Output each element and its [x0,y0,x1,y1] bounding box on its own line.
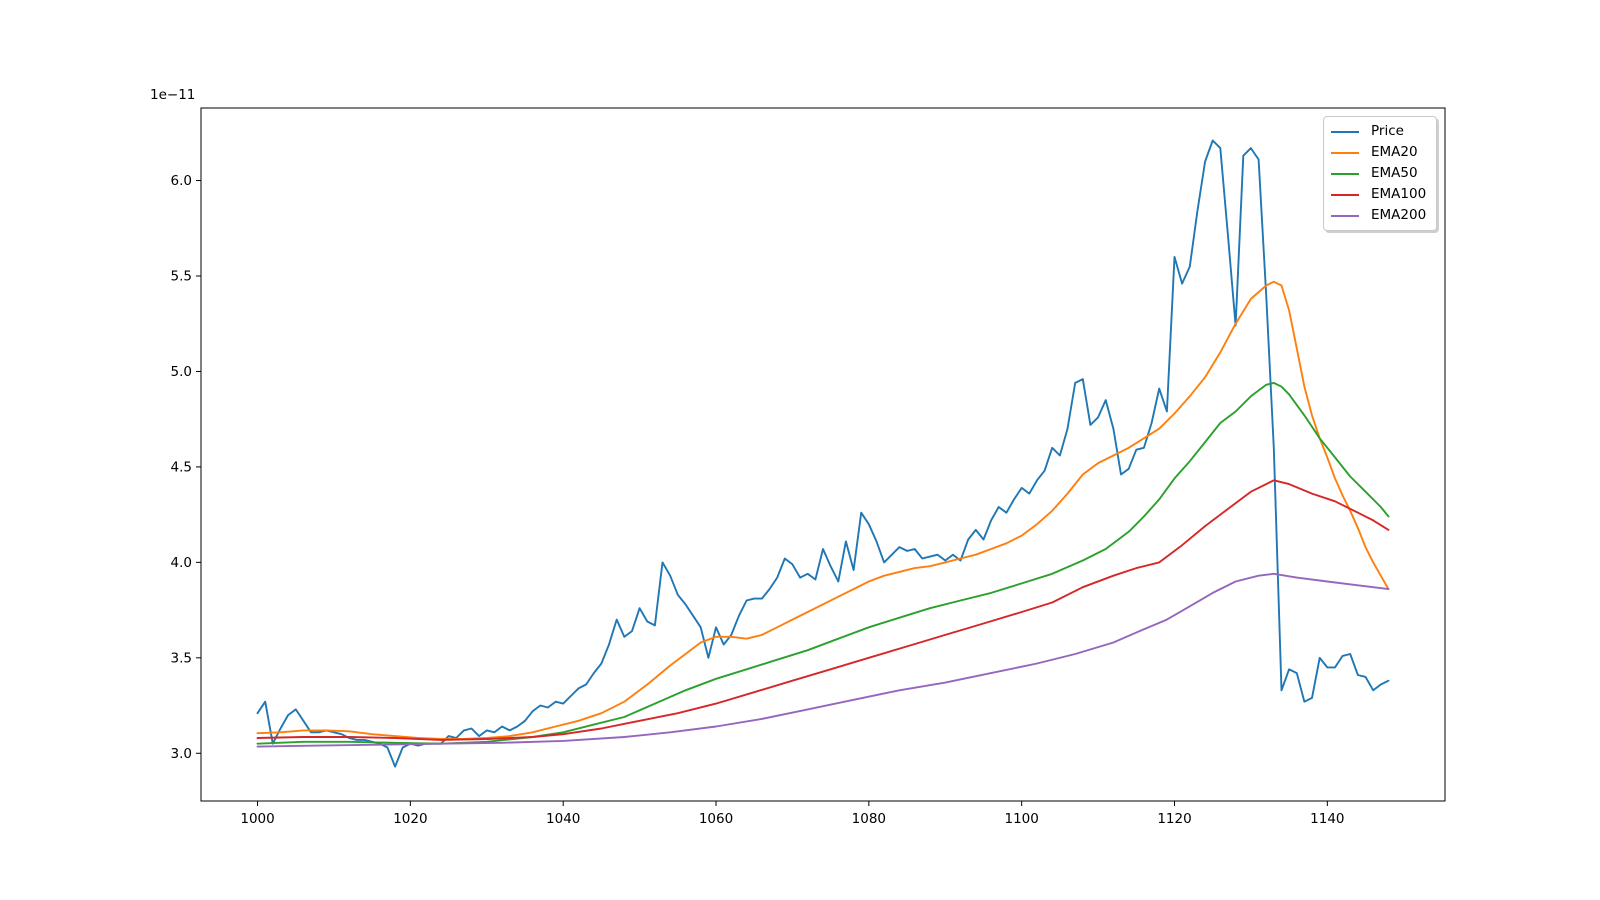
x-tick-label: 1100 [1004,811,1038,827]
legend-entry-ema200: EMA200 [1331,205,1430,226]
x-tick-label: 1060 [699,811,733,827]
legend-line-sample [1331,193,1359,196]
legend-entry-ema100: EMA100 [1331,184,1430,205]
y-tick-label: 3.5 [171,650,192,666]
y-tick-label: 5.0 [171,364,192,380]
legend-line-sample [1331,214,1359,217]
x-tick-label: 1000 [240,811,274,827]
legend-label: EMA20 [1371,144,1418,160]
ema200-line [256,572,1390,748]
y-axis-offset-label: 1e−11 [150,87,196,103]
legend-label: Price [1371,123,1404,139]
x-tick-label: 1080 [852,811,886,827]
y-tick-label: 6.0 [171,173,192,189]
ema20-line [256,280,1390,740]
plot-border [200,107,1446,802]
legend-label: EMA200 [1371,207,1427,223]
legend-entry-price: Price [1331,121,1430,142]
legend-entry-ema20: EMA20 [1331,142,1430,163]
legend-line-sample [1331,130,1359,133]
y-tick-label: 4.5 [171,459,192,475]
legend-entry-ema50: EMA50 [1331,163,1430,184]
y-tick-label: 4.0 [171,555,192,571]
ema100-line [256,479,1390,741]
legend-line-sample [1331,151,1359,154]
x-tick-label: 1140 [1310,811,1344,827]
y-tick-label: 5.5 [171,269,192,285]
x-tick-label: 1040 [546,811,580,827]
legend-label: EMA100 [1371,186,1427,202]
legend-label: EMA50 [1371,165,1418,181]
x-tick-label: 1020 [393,811,427,827]
x-tick-label: 1120 [1157,811,1191,827]
ema50-line [256,381,1390,745]
legend-line-sample [1331,172,1359,175]
price-line [256,139,1390,768]
y-tick-label: 3.0 [171,746,192,762]
legend: Price EMA20 EMA50 EMA100 EMA200 [1323,116,1437,231]
